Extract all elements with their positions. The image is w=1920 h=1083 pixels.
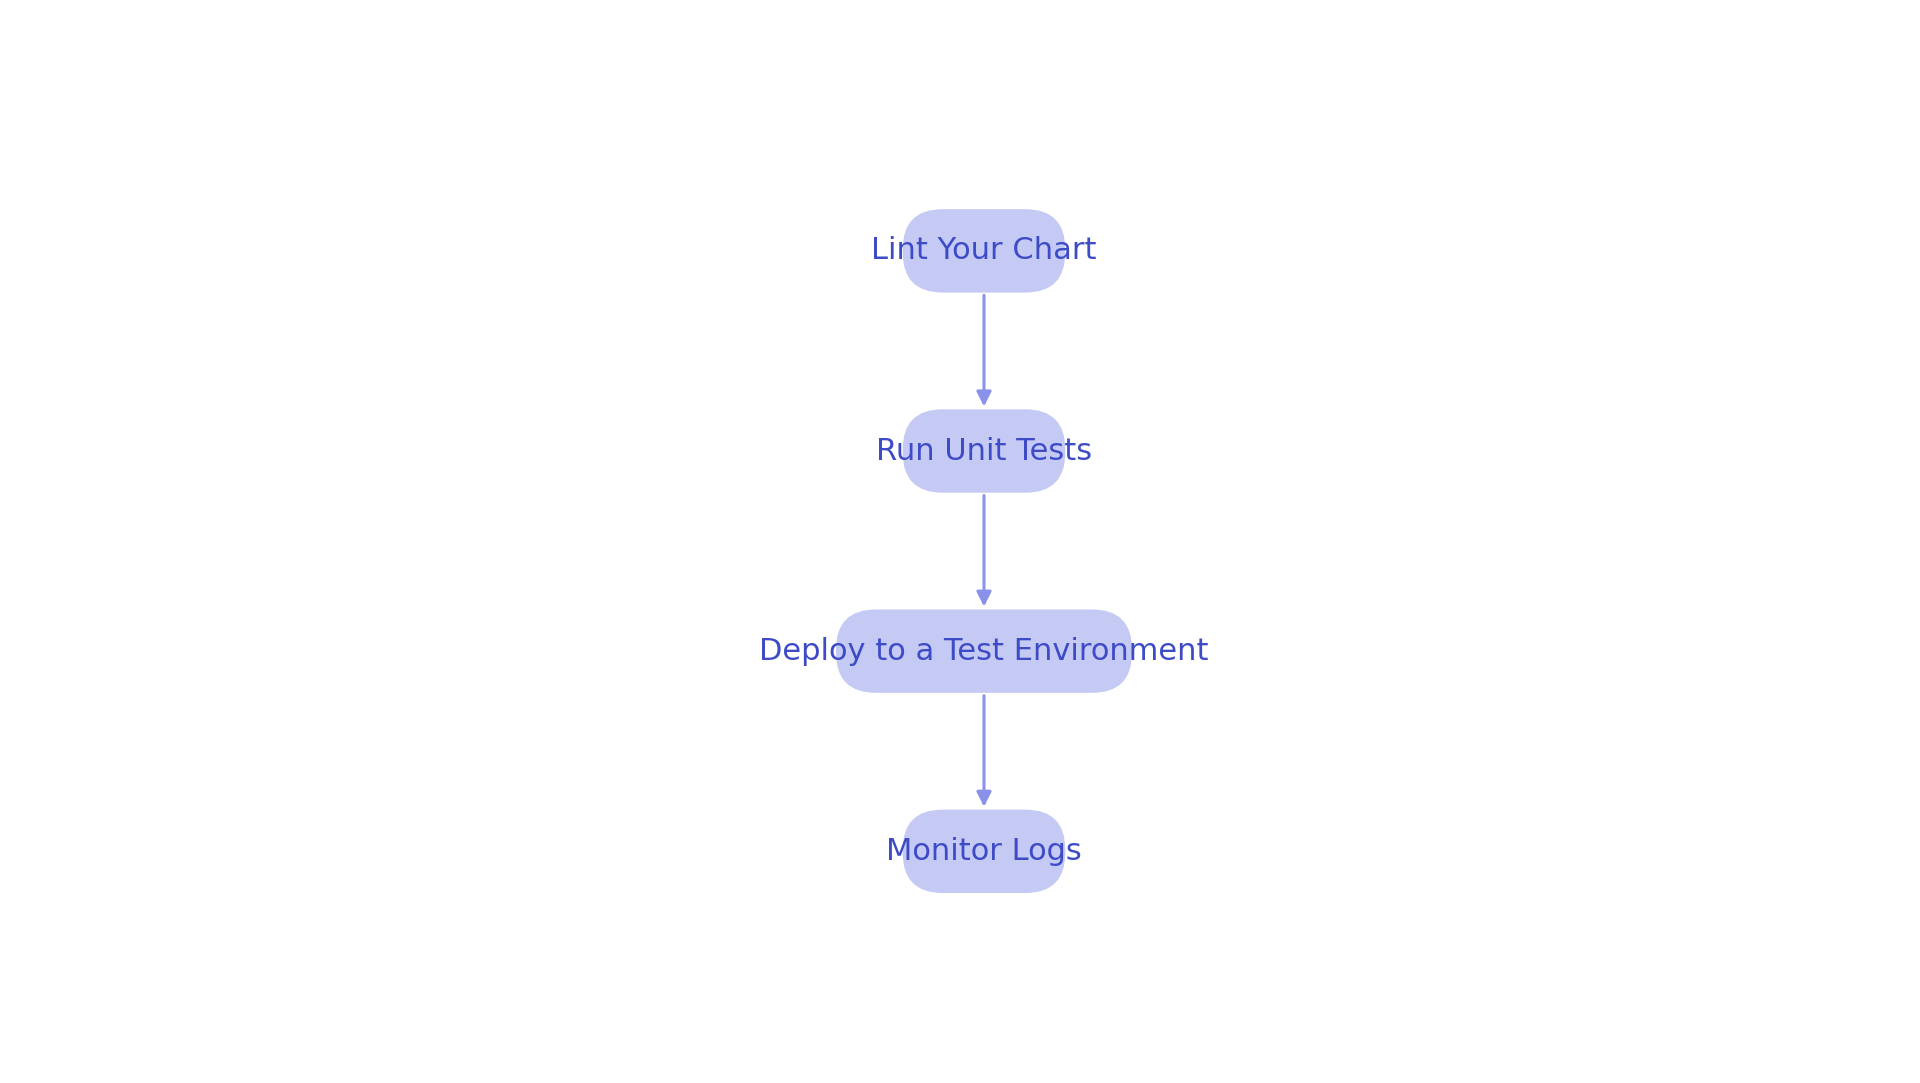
FancyBboxPatch shape <box>902 209 1066 292</box>
Text: Monitor Logs: Monitor Logs <box>887 837 1081 865</box>
FancyBboxPatch shape <box>835 610 1133 693</box>
FancyBboxPatch shape <box>902 409 1066 493</box>
FancyBboxPatch shape <box>902 810 1066 893</box>
Text: Lint Your Chart: Lint Your Chart <box>872 236 1096 265</box>
Text: Run Unit Tests: Run Unit Tests <box>876 436 1092 466</box>
Text: Deploy to a Test Environment: Deploy to a Test Environment <box>758 637 1210 666</box>
